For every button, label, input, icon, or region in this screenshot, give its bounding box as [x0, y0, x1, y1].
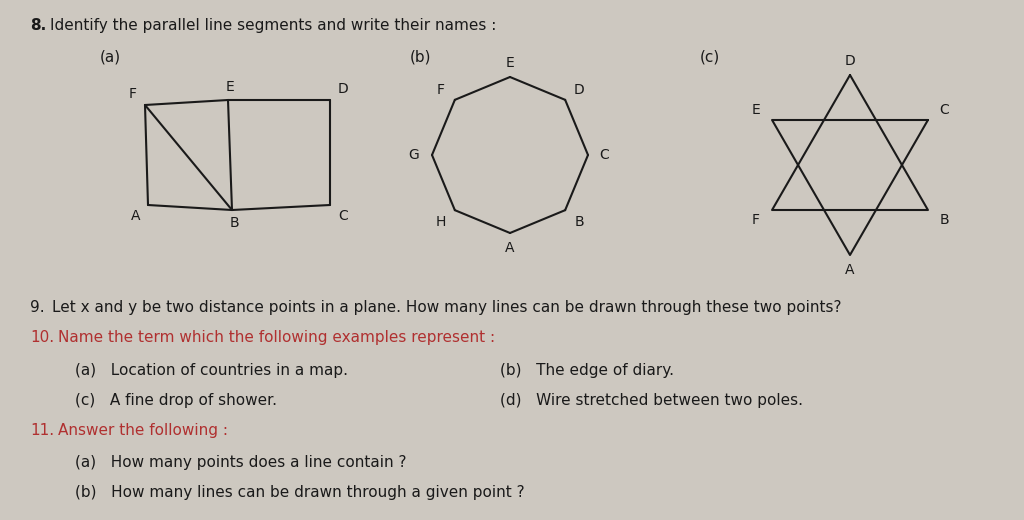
- Text: (c)   A fine drop of shower.: (c) A fine drop of shower.: [75, 393, 278, 408]
- Text: D: D: [338, 82, 349, 96]
- Text: 10.: 10.: [30, 330, 54, 345]
- Text: B: B: [229, 216, 239, 230]
- Text: (b)   The edge of diary.: (b) The edge of diary.: [500, 363, 674, 378]
- Text: G: G: [409, 148, 420, 162]
- Text: (a): (a): [100, 50, 121, 65]
- Text: D: D: [845, 54, 855, 68]
- Text: Let x and y be two distance points in a plane. How many lines can be drawn throu: Let x and y be two distance points in a …: [52, 300, 842, 315]
- Text: A: A: [130, 209, 140, 223]
- Text: F: F: [752, 213, 760, 227]
- Text: E: E: [506, 56, 514, 70]
- Text: B: B: [939, 213, 949, 227]
- Text: Identify the parallel line segments and write their names :: Identify the parallel line segments and …: [50, 18, 497, 33]
- Text: (a)   How many points does a line contain ?: (a) How many points does a line contain …: [75, 455, 407, 470]
- Text: 9.: 9.: [30, 300, 45, 315]
- Text: D: D: [573, 83, 585, 97]
- Text: (a)   Location of countries in a map.: (a) Location of countries in a map.: [75, 363, 348, 378]
- Text: F: F: [129, 87, 137, 101]
- Text: F: F: [437, 83, 444, 97]
- Text: E: E: [752, 103, 761, 117]
- Text: H: H: [435, 215, 446, 229]
- Text: Name the term which the following examples represent :: Name the term which the following exampl…: [58, 330, 496, 345]
- Text: A: A: [505, 241, 515, 255]
- Text: (c): (c): [700, 50, 720, 65]
- Text: C: C: [939, 103, 949, 117]
- Text: E: E: [225, 80, 234, 94]
- Text: 8.: 8.: [30, 18, 46, 33]
- Text: A: A: [845, 263, 855, 277]
- Text: B: B: [574, 215, 584, 229]
- Text: C: C: [599, 148, 609, 162]
- Text: (d)   Wire stretched between two poles.: (d) Wire stretched between two poles.: [500, 393, 803, 408]
- Text: (b): (b): [410, 50, 431, 65]
- Text: Answer the following :: Answer the following :: [58, 423, 228, 438]
- Text: 11.: 11.: [30, 423, 54, 438]
- Text: C: C: [338, 209, 348, 223]
- Text: (b)   How many lines can be drawn through a given point ?: (b) How many lines can be drawn through …: [75, 485, 524, 500]
